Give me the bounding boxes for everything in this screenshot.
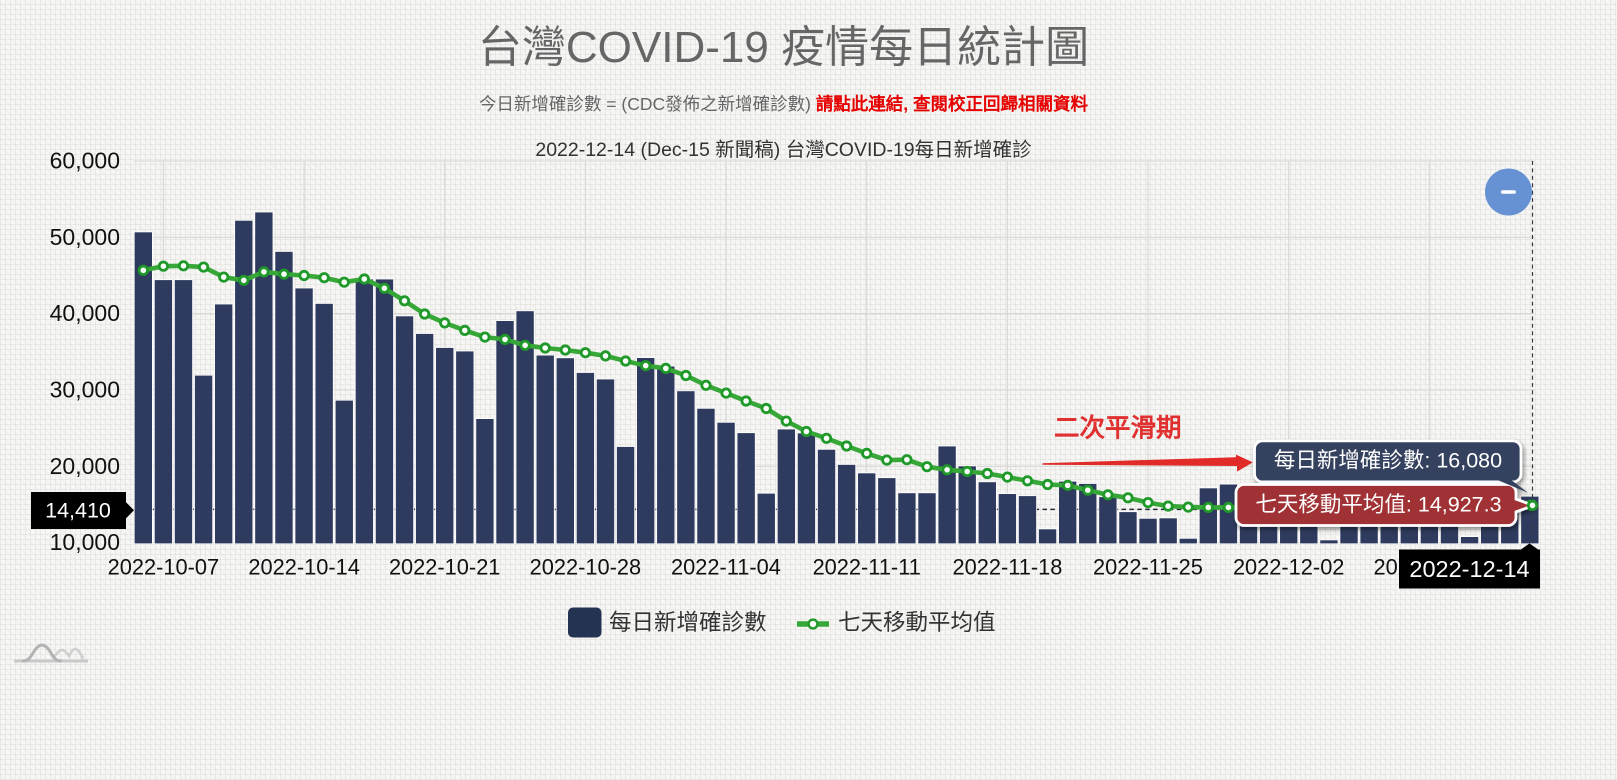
svg-text:每日新增確診數: 每日新增確診數 [609, 610, 767, 635]
svg-text:50,000: 50,000 [50, 224, 120, 250]
svg-text:30,000: 30,000 [50, 377, 120, 403]
svg-text:今日新增確診數 = (CDC發佈之新增確診數) 請點此連結,: 今日新增確診數 = (CDC發佈之新增確診數) 請點此連結, 查閱校正回歸相關資… [479, 94, 1089, 114]
svg-text:2022-11-25: 2022-11-25 [1093, 555, 1203, 580]
svg-text:2022-12-02: 2022-12-02 [1233, 555, 1345, 580]
svg-text:2022-10-21: 2022-10-21 [389, 555, 501, 580]
svg-text:七天移動平均值: 14,927.3: 七天移動平均值: 14,927.3 [1255, 493, 1501, 517]
svg-text:七天移動平均值: 七天移動平均值 [838, 610, 996, 635]
svg-text:2022-12-14: 2022-12-14 [1409, 556, 1529, 582]
svg-text:2022-10-14: 2022-10-14 [248, 555, 360, 580]
svg-text:40,000: 40,000 [50, 300, 120, 326]
svg-text:2022-11-04: 2022-11-04 [671, 555, 781, 580]
svg-text:2022-11-18: 2022-11-18 [952, 555, 1062, 580]
svg-text:每日新增確診數: 16,080: 每日新增確診數: 16,080 [1274, 448, 1502, 472]
svg-text:2022-11-11: 2022-11-11 [813, 555, 921, 580]
svg-text:2022-12-14 (Dec-15 新聞稿) 台灣COVI: 2022-12-14 (Dec-15 新聞稿) 台灣COVID-19每日新增確診 [535, 139, 1031, 161]
svg-text:60,000: 60,000 [50, 148, 120, 174]
svg-text:二次平滑期: 二次平滑期 [1054, 415, 1182, 443]
svg-text:2022-10-28: 2022-10-28 [530, 555, 642, 580]
svg-text:14,410: 14,410 [45, 499, 111, 523]
svg-text:台灣COVID-19 疫情每日統計圖: 台灣COVID-19 疫情每日統計圖 [478, 23, 1089, 72]
svg-text:20,000: 20,000 [50, 453, 120, 479]
svg-text:10,000: 10,000 [50, 529, 120, 555]
svg-text:2022-10-07: 2022-10-07 [108, 555, 220, 580]
